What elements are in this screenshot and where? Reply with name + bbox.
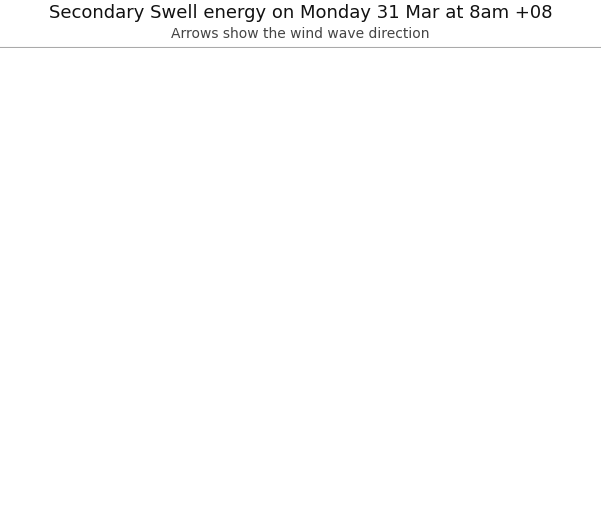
- Text: Cartopy required: Cartopy required: [242, 269, 359, 283]
- Text: Arrows show the wind wave direction: Arrows show the wind wave direction: [171, 27, 430, 42]
- Text: Secondary Swell energy on Monday 31 Mar at 8am +08: Secondary Swell energy on Monday 31 Mar …: [49, 4, 552, 23]
